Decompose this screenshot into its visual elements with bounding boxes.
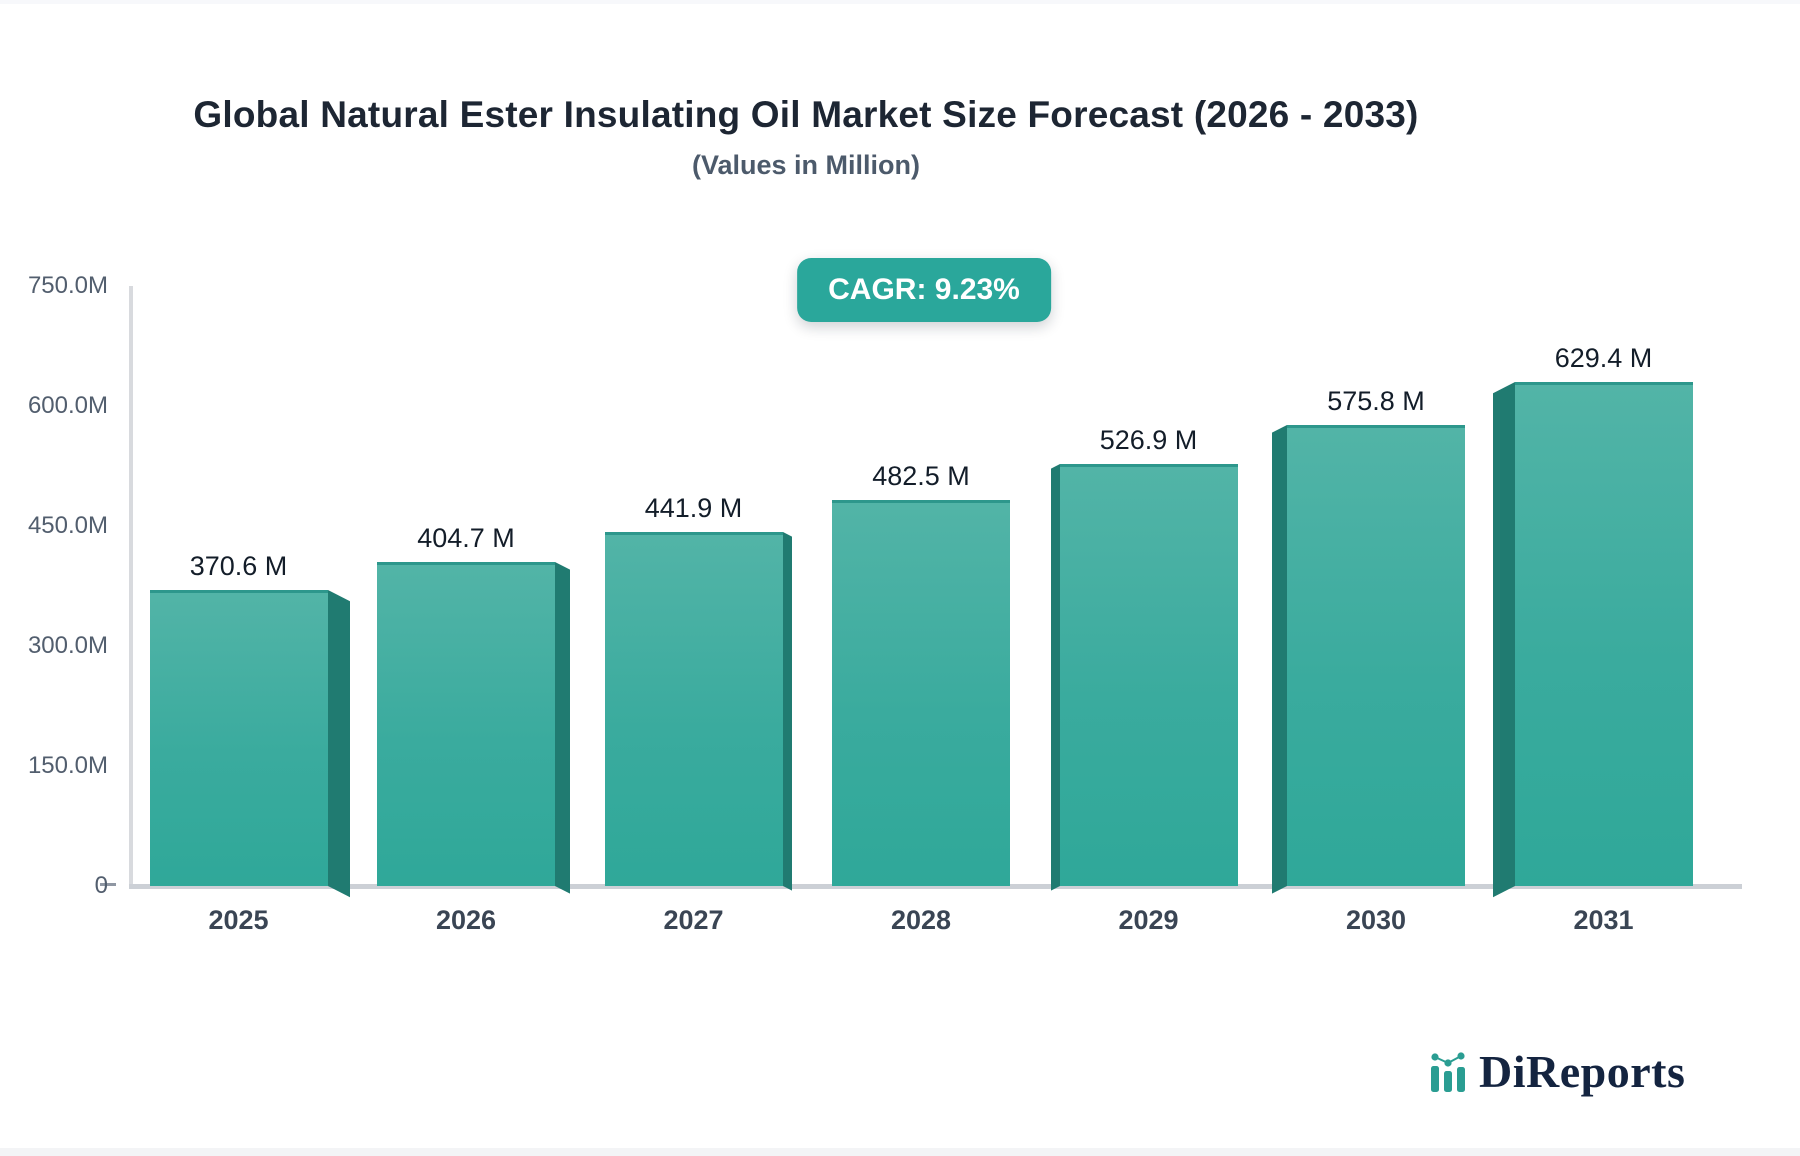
y-tick-150.0M: 150.0M [27,752,108,779]
bar-3d-side [328,590,350,898]
bar-3d-side [1051,464,1060,891]
bar-3d-side [555,562,570,894]
bar-2029[interactable] [1060,464,1238,886]
x-tick-2025: 2025 [208,905,269,935]
bottom-edge-strip [0,1148,1800,1156]
bar-value-label: 482.5 M [872,461,970,491]
y-axis-line [129,286,133,886]
bar-value-label: 370.6 M [189,551,288,581]
x-tick-2027: 2027 [663,905,724,935]
bar-value-label: 575.8 M [1327,386,1425,416]
bar-3d-side [783,532,792,891]
zero-tick-mark [100,883,116,886]
bar-chart-logo-icon [1431,1052,1465,1092]
chart-title: Global Natural Ester Insulating Oil Mark… [193,94,1419,135]
bar-2027[interactable] [605,532,783,886]
bar-3d-side [1493,382,1515,898]
x-axis-baseline [129,884,1742,889]
bar-2030[interactable] [1287,425,1465,886]
x-tick-2026: 2026 [435,905,497,935]
y-tick-750.0M: 750.0M [27,272,108,299]
y-tick-300.0M: 300.0M [27,632,108,659]
brand-logo-text: DiReports [1479,1046,1686,1097]
x-tick-2031: 2031 [1573,905,1634,935]
bar-2025[interactable] [150,590,328,886]
bar-value-label: 629.4 M [1554,343,1653,373]
bar-2026[interactable] [377,562,555,886]
bar-2031[interactable] [1515,382,1693,886]
bar-2028[interactable] [832,500,1010,886]
cagr-badge: CAGR: 9.23% [797,258,1051,322]
top-edge-strip [0,0,1800,4]
bar-value-label: 404.7 M [417,523,515,553]
bar-3d-side [1272,425,1287,894]
y-tick-600.0M: 600.0M [27,392,108,419]
x-tick-2029: 2029 [1118,905,1179,935]
x-tick-2028: 2028 [890,905,952,935]
y-tick-450.0M: 450.0M [27,512,108,539]
bar-value-label: 441.9 M [644,493,743,523]
bar-value-label: 526.9 M [1099,425,1198,455]
chart-subtitle: (Values in Million) [691,150,921,180]
x-tick-2030: 2030 [1345,905,1407,935]
y-tick-0: 0 [94,872,108,899]
brand-logo[interactable]: DiReports [1428,1036,1685,1096]
